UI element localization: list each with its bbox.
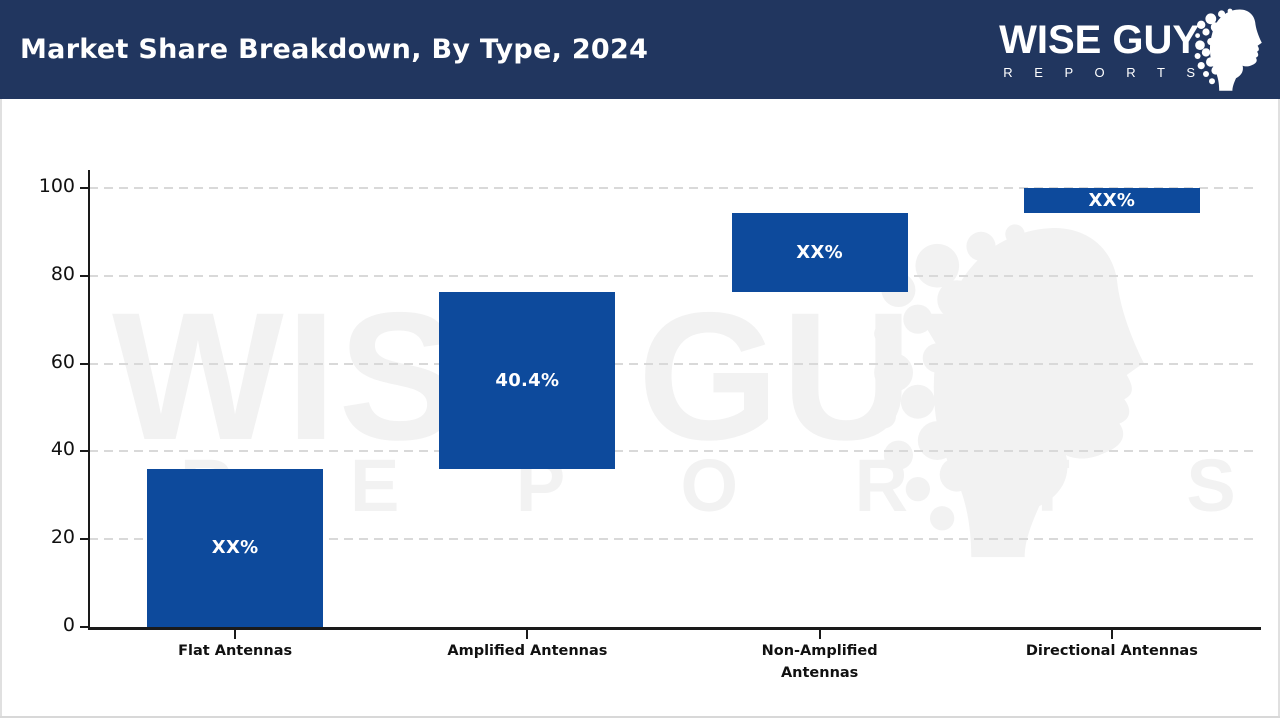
y-tick-mark bbox=[80, 450, 89, 453]
page-title: Market Share Breakdown, By Type, 2024 bbox=[20, 34, 649, 65]
bar-value-label: XX% bbox=[211, 537, 259, 559]
bar-value-label: 40.4% bbox=[495, 369, 560, 391]
x-category-label: Directional Antennas bbox=[1025, 643, 1198, 659]
bar-value-label: XX% bbox=[796, 241, 843, 263]
bar-value-label: XX% bbox=[1088, 189, 1136, 211]
x-tick-mark bbox=[234, 630, 237, 639]
y-tick-mark bbox=[80, 274, 89, 277]
wiseguy-logo: WISE GUY R E P O R T S bbox=[994, 8, 1266, 92]
y-gridline bbox=[89, 450, 1258, 453]
y-tick-label: 40 bbox=[50, 438, 75, 461]
y-gridline bbox=[89, 362, 1258, 365]
page-bottom-border bbox=[0, 716, 1280, 718]
y-gridline bbox=[89, 187, 1258, 189]
y-tick-label: 60 bbox=[50, 350, 75, 373]
y-tick-mark bbox=[80, 626, 89, 628]
x-category-label: Amplified Antennas bbox=[447, 643, 608, 659]
x-category-label: Non-Amplified Antennas bbox=[761, 643, 878, 681]
y-tick-label: 80 bbox=[50, 262, 75, 285]
y-gridline bbox=[89, 274, 1258, 277]
report-header: Market Share Breakdown, By Type, 2024 WI… bbox=[0, 0, 1280, 99]
logo-text: WISE GUY R E P O R T S bbox=[994, 20, 1204, 80]
bar-segment: XX% bbox=[147, 468, 324, 627]
y-tick-mark bbox=[80, 538, 89, 541]
bar-segment: XX% bbox=[731, 212, 908, 292]
x-tick-mark bbox=[818, 630, 821, 639]
page-right-border bbox=[1278, 99, 1280, 716]
logo-subtitle: R E P O R T S bbox=[1003, 64, 1204, 80]
bar-segment: XX% bbox=[1023, 188, 1200, 213]
wiseguy-face-icon bbox=[1194, 8, 1266, 92]
y-tick-mark bbox=[80, 362, 89, 365]
page-left-border bbox=[0, 99, 2, 716]
y-gridline bbox=[89, 538, 1258, 541]
y-tick-label: 20 bbox=[50, 526, 75, 549]
y-axis-line bbox=[88, 170, 90, 629]
x-axis-line bbox=[88, 627, 1261, 630]
x-tick-mark bbox=[526, 630, 529, 639]
y-tick-label: 100 bbox=[38, 175, 75, 197]
y-tick-label: 0 bbox=[62, 614, 75, 636]
logo-wordmark: WISE GUY bbox=[999, 17, 1200, 62]
y-tick-mark bbox=[80, 187, 89, 189]
x-tick-mark bbox=[1110, 630, 1113, 639]
x-category-label: Flat Antennas bbox=[178, 643, 293, 659]
bar-segment: 40.4% bbox=[439, 291, 616, 469]
